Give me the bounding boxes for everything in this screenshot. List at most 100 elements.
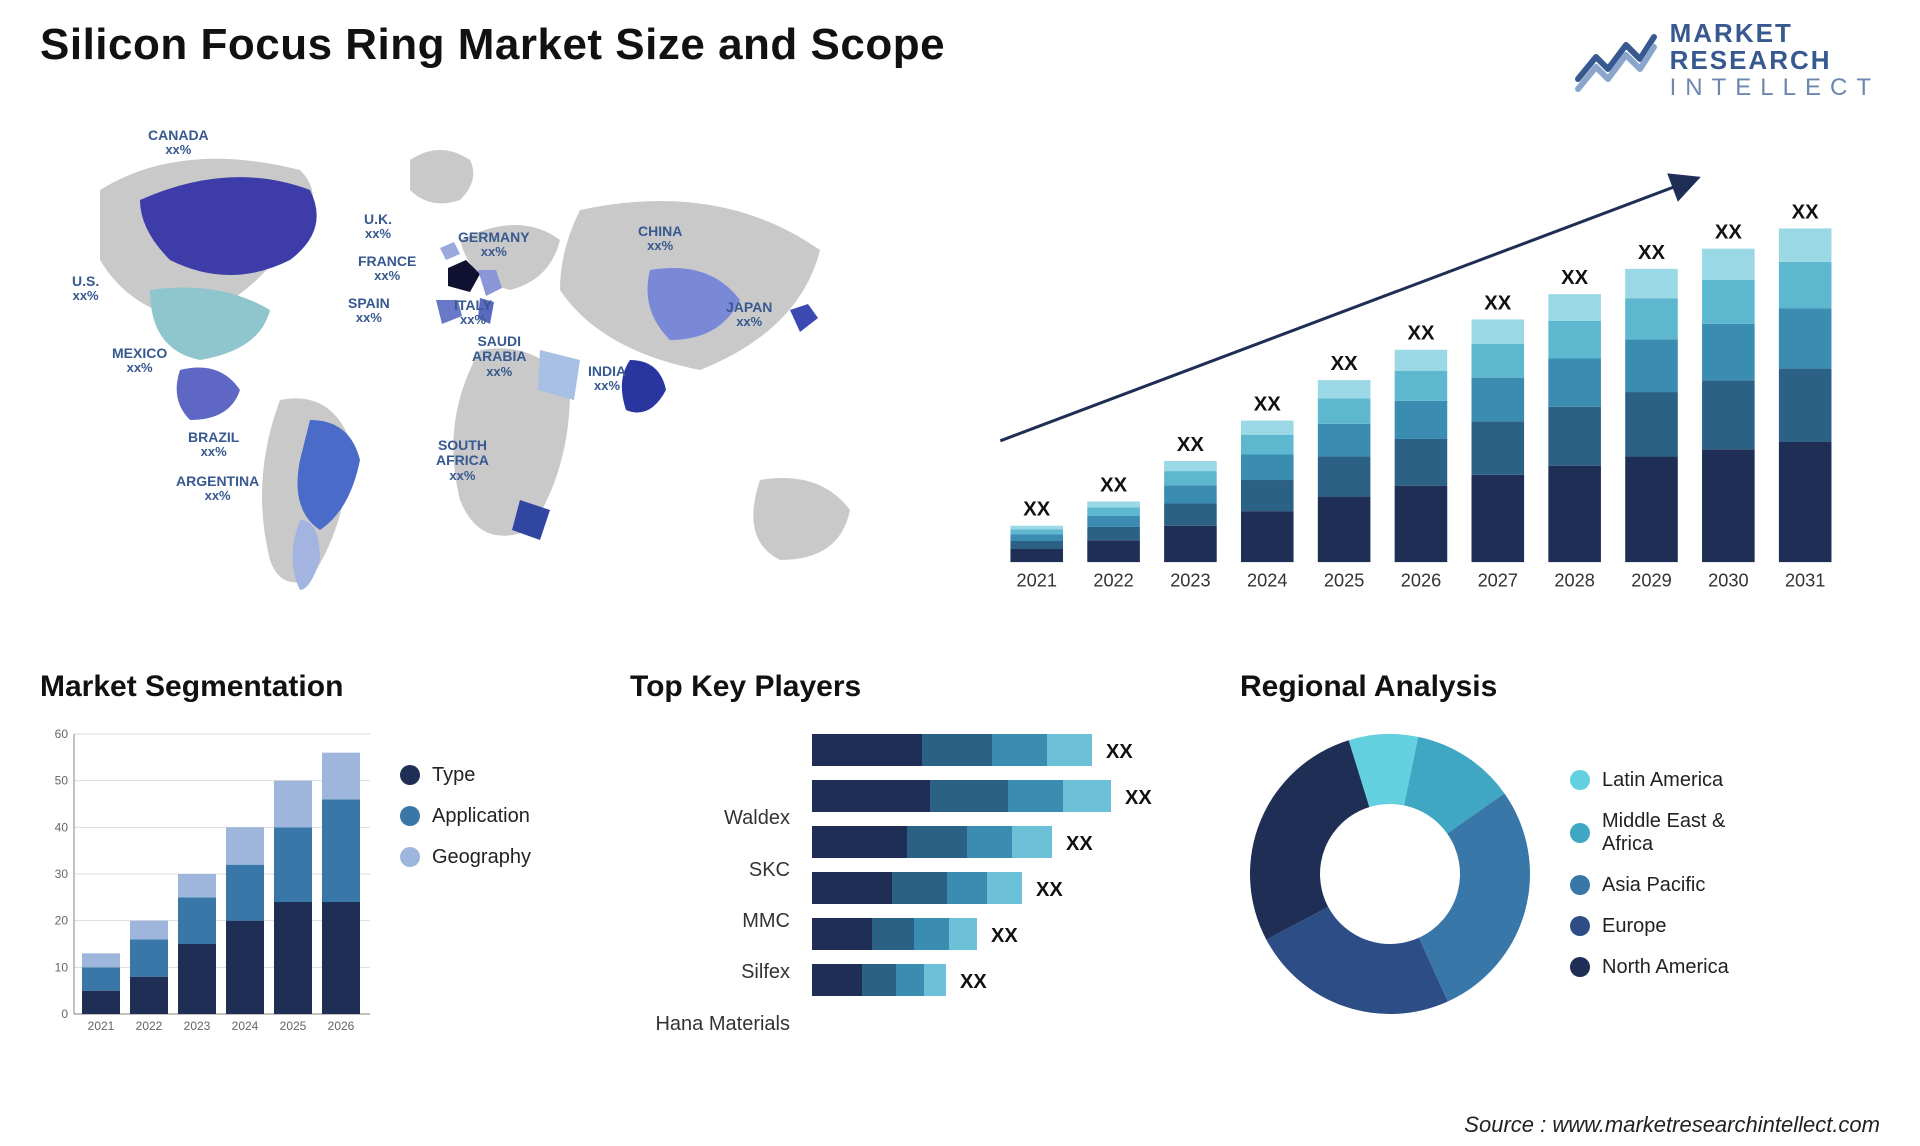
logo-line3: INTELLECT <box>1670 75 1880 100</box>
svg-text:XX: XX <box>991 925 1018 947</box>
map-label: INDIAxx% <box>588 364 626 394</box>
world-map-panel: CANADAxx%U.S.xx%MEXICOxx%BRAZILxx%ARGENT… <box>40 100 940 640</box>
segmentation-legend: Type Application Geography <box>400 724 600 1044</box>
legend-swatch-icon <box>400 806 420 826</box>
svg-text:2027: 2027 <box>1478 570 1518 590</box>
logo-mark-icon <box>1574 27 1658 93</box>
svg-text:XX: XX <box>1125 787 1152 809</box>
regional-donut-chart <box>1240 724 1540 1024</box>
svg-text:2024: 2024 <box>232 1019 259 1033</box>
regional-panel: Regional Analysis Latin America Middle Ea… <box>1240 670 1880 1070</box>
svg-text:2021: 2021 <box>88 1019 115 1033</box>
legend-item: Latin America <box>1570 769 1880 792</box>
legend-item: Application <box>400 805 600 828</box>
map-label: CHINAxx% <box>638 224 682 254</box>
legend-item: Geography <box>400 846 600 869</box>
svg-text:10: 10 <box>55 960 69 974</box>
legend-label: Europe <box>1602 915 1667 938</box>
svg-text:XX: XX <box>960 971 987 993</box>
player-label: Waldex <box>724 799 790 838</box>
svg-text:2026: 2026 <box>1401 570 1441 590</box>
page: Silicon Focus Ring Market Size and Scope… <box>0 0 1920 1146</box>
svg-text:2021: 2021 <box>1016 570 1056 590</box>
legend-swatch-icon <box>1570 823 1590 843</box>
svg-text:XX: XX <box>1106 741 1133 763</box>
growth-stacked-bar-chart: XX2021XX2022XX2023XX2024XX2025XX2026XX20… <box>970 100 1880 640</box>
player-label: MMC <box>742 902 790 941</box>
legend-item: Asia Pacific <box>1570 874 1880 897</box>
svg-text:2022: 2022 <box>136 1019 163 1033</box>
svg-text:2022: 2022 <box>1093 570 1133 590</box>
key-players-hbar-chart: XXXXXXXXXXXX <box>806 724 1210 1044</box>
player-label: SKC <box>749 850 790 889</box>
map-label: BRAZILxx% <box>188 430 239 460</box>
svg-text:2031: 2031 <box>1785 570 1825 590</box>
map-label: GERMANYxx% <box>458 230 530 260</box>
svg-text:XX: XX <box>1177 434 1204 456</box>
segmentation-bar-chart: 0102030405060202120222023202420252026 <box>40 724 380 1044</box>
svg-text:2024: 2024 <box>1247 570 1287 590</box>
growth-chart-panel: XX2021XX2022XX2023XX2024XX2025XX2026XX20… <box>970 100 1880 640</box>
logo-line1: MARKET <box>1670 20 1880 47</box>
player-label: Hana Materials <box>655 1004 790 1043</box>
svg-text:XX: XX <box>1484 292 1511 314</box>
map-label: JAPANxx% <box>726 300 772 330</box>
svg-text:60: 60 <box>55 727 69 741</box>
legend-label: Geography <box>432 846 531 869</box>
legend-swatch-icon <box>400 847 420 867</box>
svg-text:XX: XX <box>1715 221 1742 243</box>
svg-text:2029: 2029 <box>1631 570 1671 590</box>
bottom-row: Market Segmentation 01020304050602021202… <box>40 670 1880 1070</box>
legend-swatch-icon <box>1570 875 1590 895</box>
svg-text:2030: 2030 <box>1708 570 1748 590</box>
top-row: CANADAxx%U.S.xx%MEXICOxx%BRAZILxx%ARGENT… <box>40 100 1880 640</box>
legend-item: Europe <box>1570 915 1880 938</box>
svg-text:XX: XX <box>1254 393 1281 415</box>
brand-logo: MARKET RESEARCH INTELLECT <box>1574 20 1880 100</box>
key-players-panel: Top Key Players WaldexSKCMMCSilfexHana M… <box>630 670 1210 1070</box>
svg-text:XX: XX <box>1407 322 1434 344</box>
svg-text:2023: 2023 <box>1170 570 1210 590</box>
regional-legend: Latin America Middle East &Africa Asia Pac… <box>1570 769 1880 979</box>
map-label: SOUTHAFRICAxx% <box>436 438 489 483</box>
legend-label: Application <box>432 805 530 828</box>
legend-item: North America <box>1570 956 1880 979</box>
legend-label: Asia Pacific <box>1602 874 1705 897</box>
legend-item: Middle East &Africa <box>1570 810 1880 856</box>
svg-text:2023: 2023 <box>184 1019 211 1033</box>
header: Silicon Focus Ring Market Size and Scope… <box>40 20 1880 100</box>
legend-swatch-icon <box>1570 770 1590 790</box>
svg-text:XX: XX <box>1023 498 1050 520</box>
regional-title: Regional Analysis <box>1240 670 1880 704</box>
legend-swatch-icon <box>1570 957 1590 977</box>
svg-text:XX: XX <box>1100 474 1127 496</box>
svg-text:2025: 2025 <box>280 1019 307 1033</box>
svg-text:2026: 2026 <box>328 1019 355 1033</box>
map-label: ARGENTINAxx% <box>176 474 259 504</box>
svg-text:XX: XX <box>1561 267 1588 289</box>
legend-label: Latin America <box>1602 769 1723 792</box>
svg-text:XX: XX <box>1036 879 1063 901</box>
svg-text:2028: 2028 <box>1554 570 1594 590</box>
legend-swatch-icon <box>400 765 420 785</box>
source-caption: Source : www.marketresearchintellect.com <box>1464 1112 1880 1138</box>
legend-item: Type <box>400 764 600 787</box>
legend-label: Type <box>432 764 475 787</box>
map-label: CANADAxx% <box>148 128 209 158</box>
key-players-title: Top Key Players <box>630 670 1210 704</box>
map-label: MEXICOxx% <box>112 346 167 376</box>
logo-line2: RESEARCH <box>1670 47 1880 74</box>
svg-text:XX: XX <box>1638 242 1665 264</box>
key-players-labels: WaldexSKCMMCSilfexHana Materials <box>630 724 790 1044</box>
svg-text:XX: XX <box>1792 201 1819 223</box>
map-label: U.K.xx% <box>364 212 392 242</box>
svg-text:20: 20 <box>55 913 69 927</box>
page-title: Silicon Focus Ring Market Size and Scope <box>40 20 945 70</box>
map-label: ITALYxx% <box>454 298 492 328</box>
svg-text:50: 50 <box>55 773 69 787</box>
svg-text:0: 0 <box>61 1007 68 1021</box>
svg-text:40: 40 <box>55 820 69 834</box>
legend-label: Middle East &Africa <box>1602 810 1725 856</box>
legend-label: North America <box>1602 956 1729 979</box>
map-label: SAUDIARABIAxx% <box>472 334 526 379</box>
